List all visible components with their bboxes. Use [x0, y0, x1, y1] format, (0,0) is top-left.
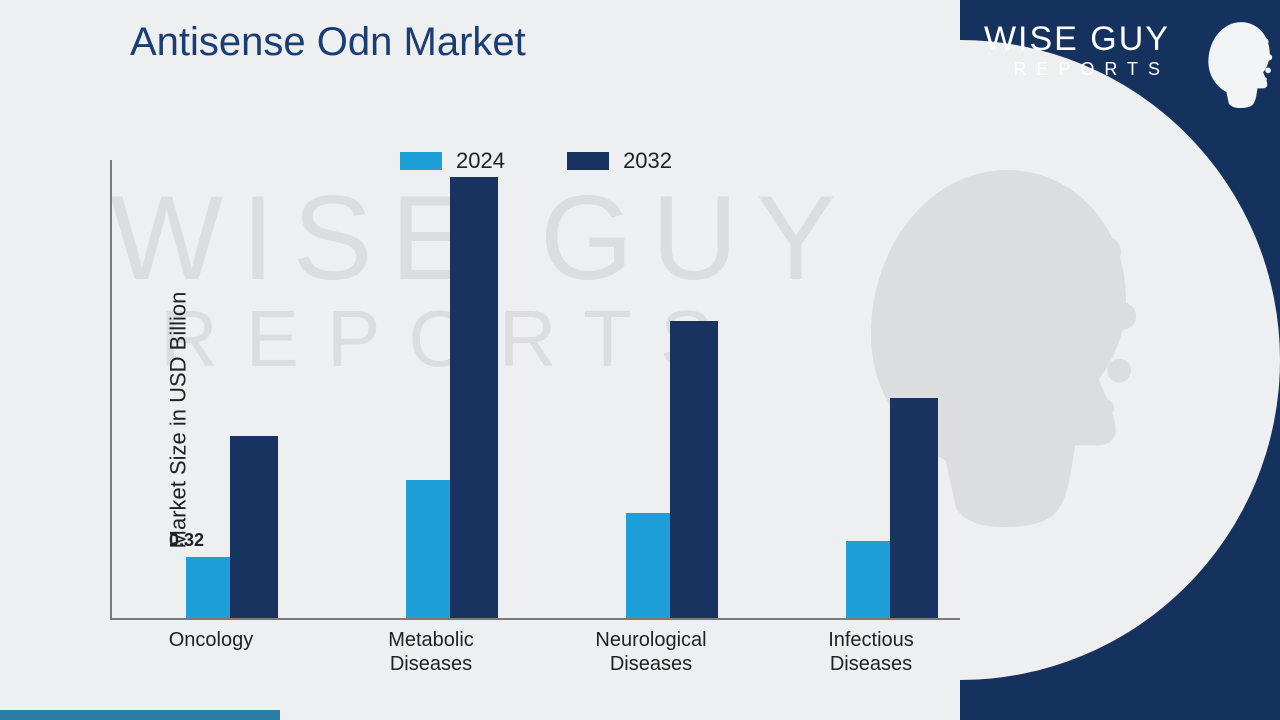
chart-container: Market Size in USD Billion 2024 2032 0.3…	[60, 160, 960, 680]
legend-label-2032: 2032	[623, 148, 672, 174]
x-axis-label: NeurologicalDiseases	[561, 628, 741, 676]
legend-item-2024: 2024	[400, 148, 505, 174]
plot-area: 2024 2032 0.32	[110, 160, 960, 620]
legend-item-2032: 2032	[567, 148, 672, 174]
x-axis-label: InfectiousDiseases	[781, 628, 961, 676]
brand-head-icon	[1194, 18, 1280, 108]
bar-group	[167, 436, 297, 618]
legend-label-2024: 2024	[456, 148, 505, 174]
x-axis-label: Oncology	[121, 628, 301, 652]
page-root: WISE GUY REPORTS WISE GUY REPORTS Antise…	[0, 0, 1280, 720]
bar	[450, 177, 498, 618]
brand-logo: WISE GUY REPORTS	[984, 22, 1170, 78]
legend: 2024 2032	[112, 148, 960, 176]
legend-swatch-2032	[567, 152, 609, 170]
bar	[846, 541, 894, 618]
bar	[670, 321, 718, 618]
bar	[230, 436, 278, 618]
brand-line1: WISE GUY	[984, 22, 1170, 56]
bar	[890, 398, 938, 618]
legend-swatch-2024	[400, 152, 442, 170]
bottom-accent-bar	[0, 710, 280, 720]
bar	[186, 557, 234, 618]
bar	[406, 480, 454, 618]
x-axis-label: MetabolicDiseases	[341, 628, 521, 676]
bar-group	[827, 398, 957, 618]
bar-group	[607, 321, 737, 618]
bar	[626, 513, 674, 618]
bar-group	[387, 177, 517, 618]
bar-value-label: 0.32	[169, 530, 204, 551]
chart-title: Antisense Odn Market	[130, 20, 526, 65]
brand-line2: REPORTS	[984, 60, 1170, 78]
